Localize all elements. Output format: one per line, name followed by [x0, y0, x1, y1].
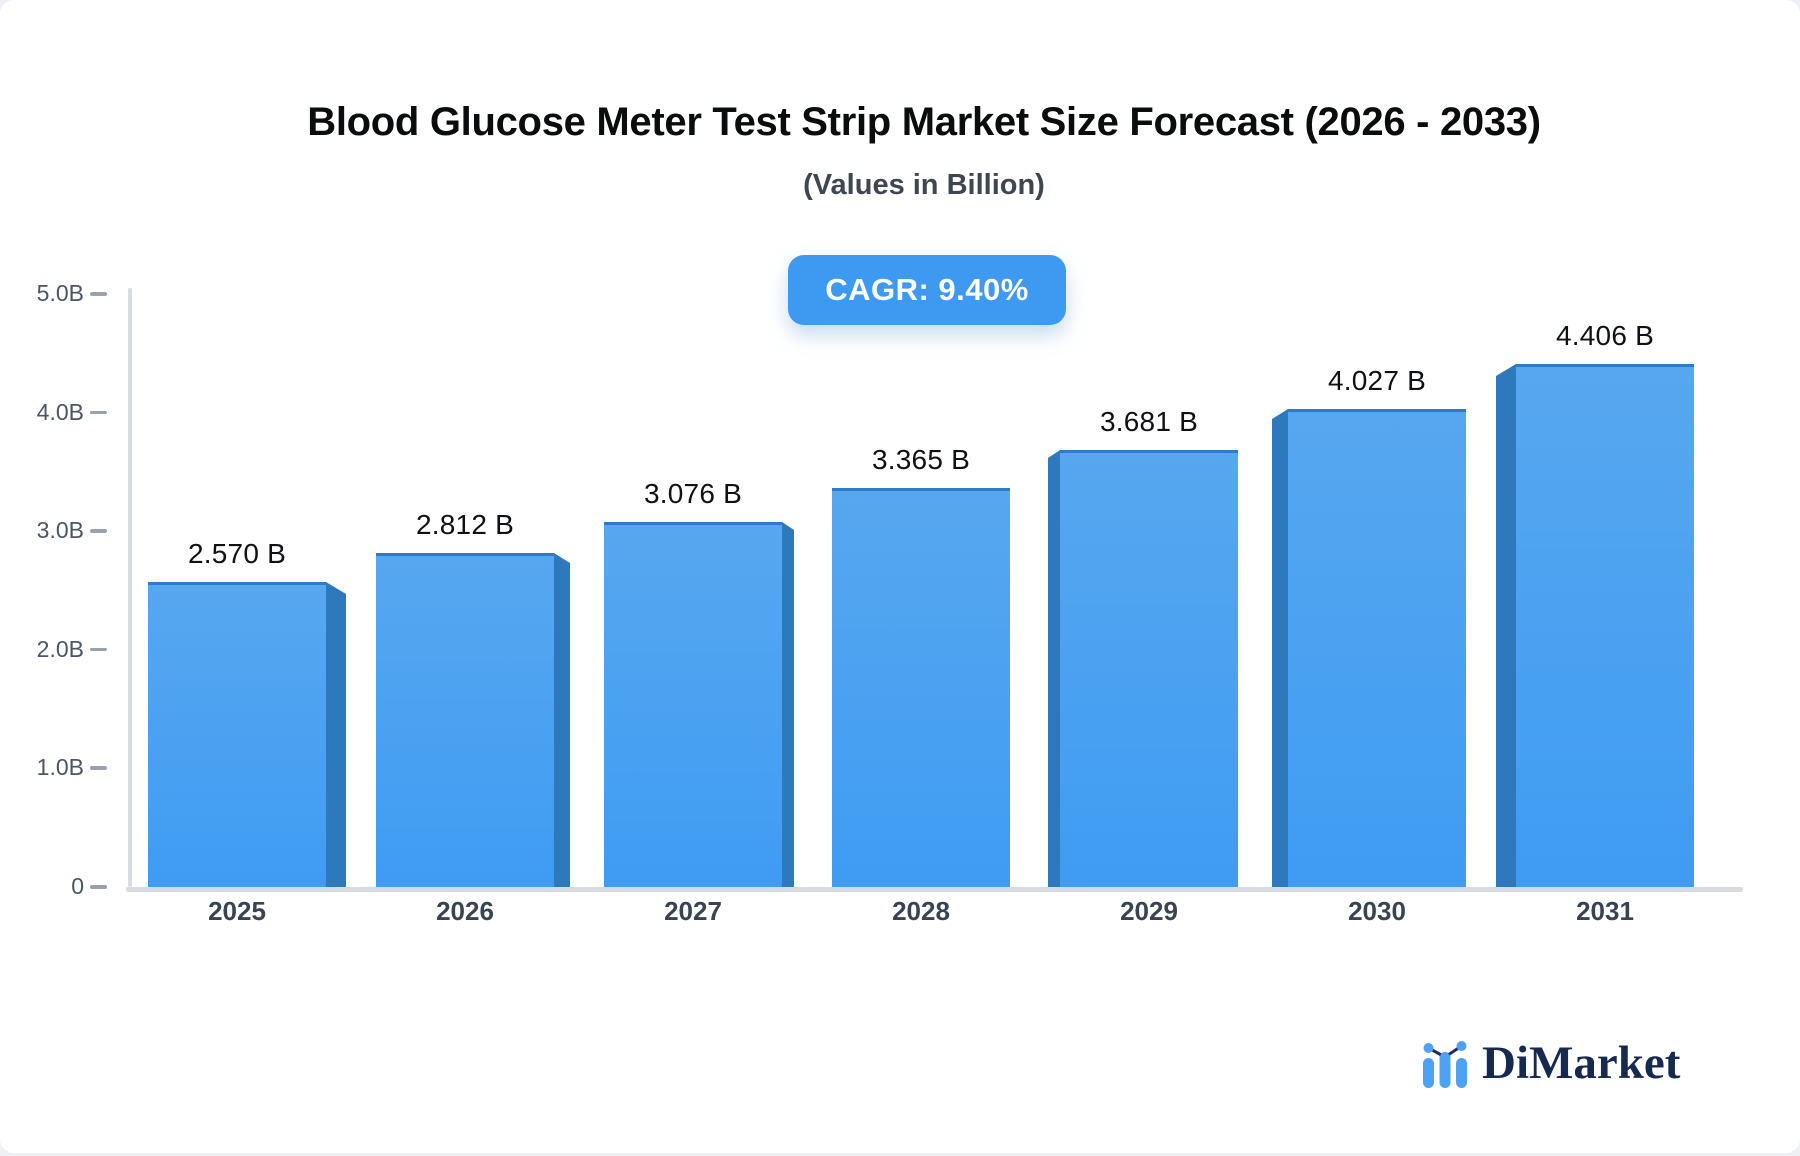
y-tick-mark [90, 529, 107, 533]
bar [1288, 409, 1466, 887]
bar-3d-side [1048, 450, 1060, 887]
bar [376, 553, 554, 887]
y-axis-line [128, 288, 132, 887]
x-axis-category-label: 2026 [436, 896, 494, 926]
bar [1516, 364, 1694, 887]
bar-value-label: 4.027 B [1328, 365, 1426, 396]
bar-3d-side [1496, 364, 1516, 887]
bar-line-chart-icon [1423, 1041, 1467, 1088]
bar-3d-side [782, 522, 794, 887]
bar-value-label: 2.570 B [188, 538, 286, 569]
bar-value-label: 3.076 B [644, 478, 742, 509]
y-tick-mark [90, 410, 107, 415]
bar [1060, 450, 1238, 887]
x-axis-category-label: 2025 [208, 896, 266, 926]
bar [604, 522, 782, 887]
bar [832, 488, 1010, 887]
x-axis-category-label: 2030 [1348, 896, 1406, 926]
bar-value-label: 3.365 B [872, 444, 970, 475]
y-tick-mark [90, 647, 107, 652]
x-axis-category-label: 2028 [892, 896, 950, 926]
y-tick-label: 3.0B [36, 517, 84, 544]
bar-3d-side [1272, 409, 1288, 887]
x-axis-line [126, 887, 1743, 892]
brand-name: DiMarket [1482, 1037, 1681, 1089]
y-tick-label: 0 [71, 873, 84, 899]
y-tick-mark [90, 766, 107, 770]
bar-value-label: 4.406 B [1556, 320, 1654, 351]
x-axis-category-label: 2029 [1120, 896, 1178, 926]
y-tick-mark [90, 885, 107, 889]
brand-logo: DiMarket [1420, 1036, 1680, 1088]
chart-subtitle: (Values in Billion) [803, 169, 1045, 201]
bar-value-label: 2.812 B [416, 509, 514, 540]
x-axis-category-label: 2031 [1576, 896, 1634, 926]
y-tick-label: 4.0B [36, 398, 84, 425]
bar-3d-side [554, 553, 570, 887]
x-axis-category-label: 2027 [664, 896, 722, 926]
y-tick-label: 1.0B [36, 754, 84, 781]
bar [148, 582, 326, 887]
y-tick-mark [90, 292, 107, 296]
bar-3d-side [326, 582, 346, 887]
cagr-badge: CAGR: 9.40% [788, 255, 1066, 325]
chart-title: Blood Glucose Meter Test Strip Market Si… [307, 100, 1541, 144]
y-tick-label: 2.0B [36, 635, 84, 662]
y-tick-label: 5.0B [36, 280, 84, 306]
bar-value-label: 3.681 B [1100, 406, 1198, 437]
